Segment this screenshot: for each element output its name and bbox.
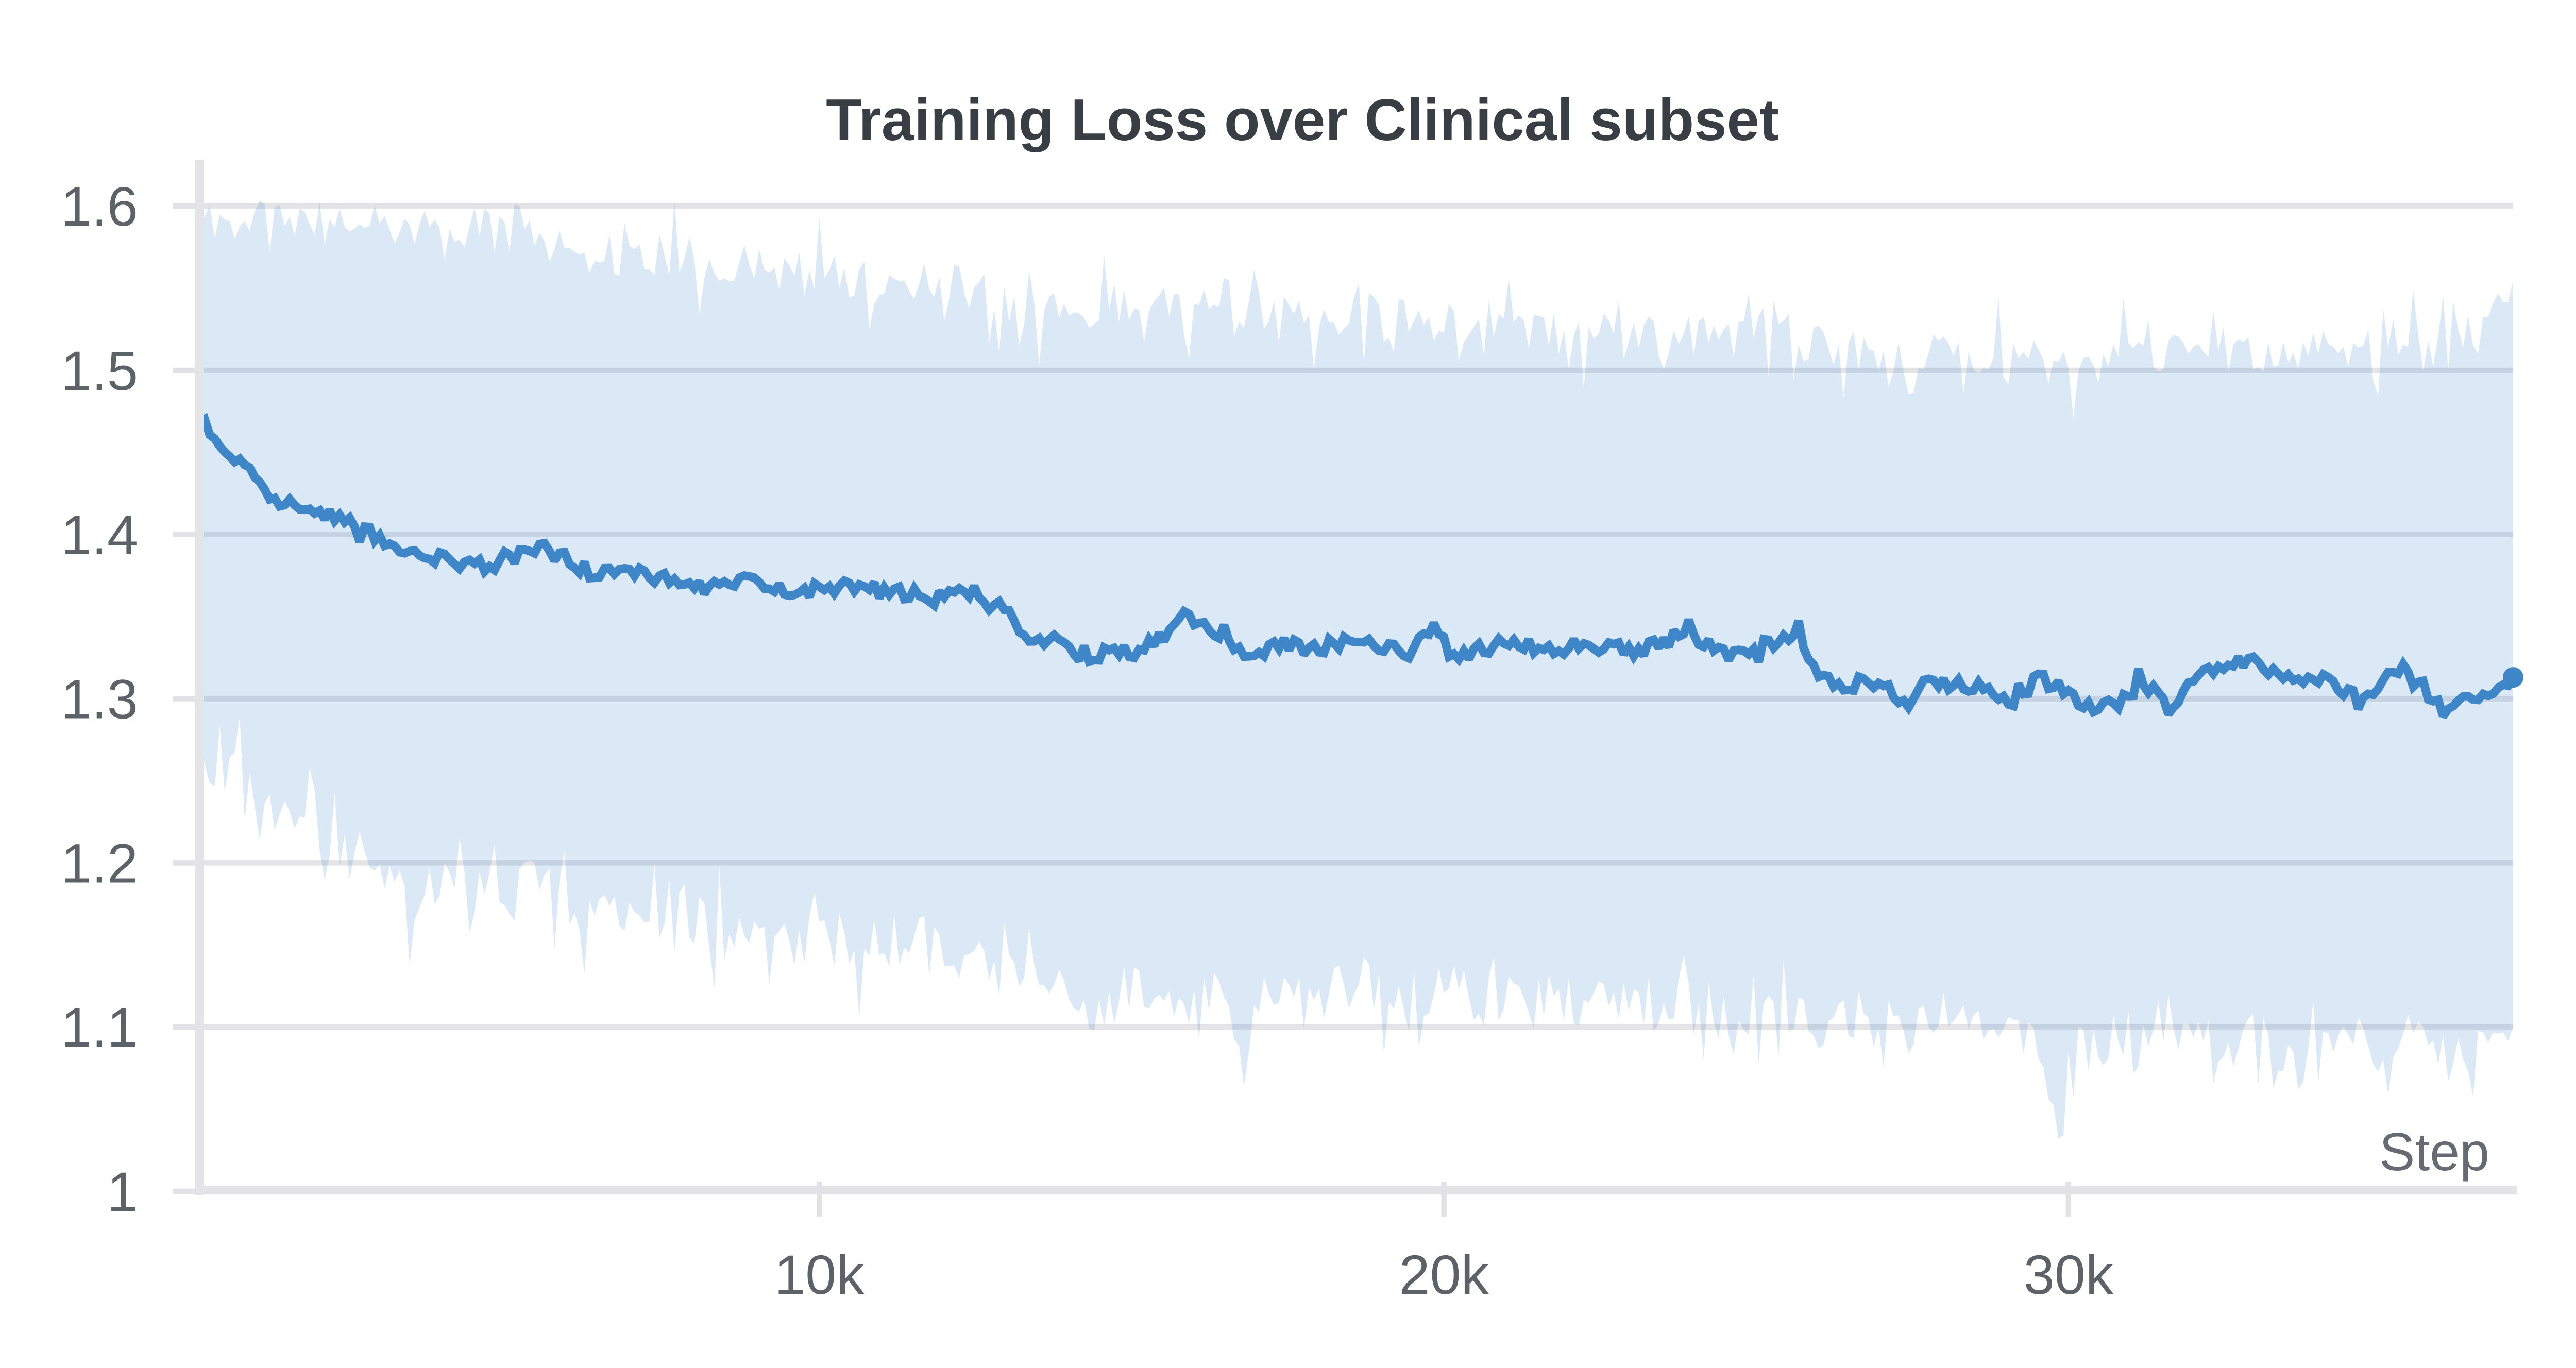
x-axis-line [195, 1186, 2517, 1195]
y-tick-label: 1.6 [61, 175, 138, 237]
x-tick-label: 10k [774, 1243, 865, 1306]
y-tick-label: 1.2 [61, 832, 138, 894]
y-tick-label: 1 [107, 1160, 138, 1223]
x-axis-title: Step [2379, 1122, 2489, 1182]
axis-tick-marks [173, 203, 2072, 1217]
x-tick-label: 30k [2024, 1243, 2114, 1306]
confidence-band [204, 200, 2513, 1139]
loss-line [204, 413, 2513, 719]
x-tick-labels: 10k 20k 30k [774, 1243, 2114, 1306]
last-point-dot [2503, 667, 2523, 688]
y-axis-line [195, 160, 204, 1195]
chart-title: Training Loss over Clinical subset [826, 88, 1779, 153]
x-tick-label: 20k [1399, 1243, 1489, 1306]
y-tick-label: 1.1 [61, 996, 138, 1058]
y-tick-label: 1.5 [61, 339, 138, 402]
y-tick-label: 1.3 [61, 668, 138, 730]
gridlines [204, 203, 2513, 1030]
y-tick-label: 1.4 [61, 504, 138, 566]
y-tick-labels: 1.6 1.5 1.4 1.3 1.2 1.1 1 [61, 175, 138, 1223]
